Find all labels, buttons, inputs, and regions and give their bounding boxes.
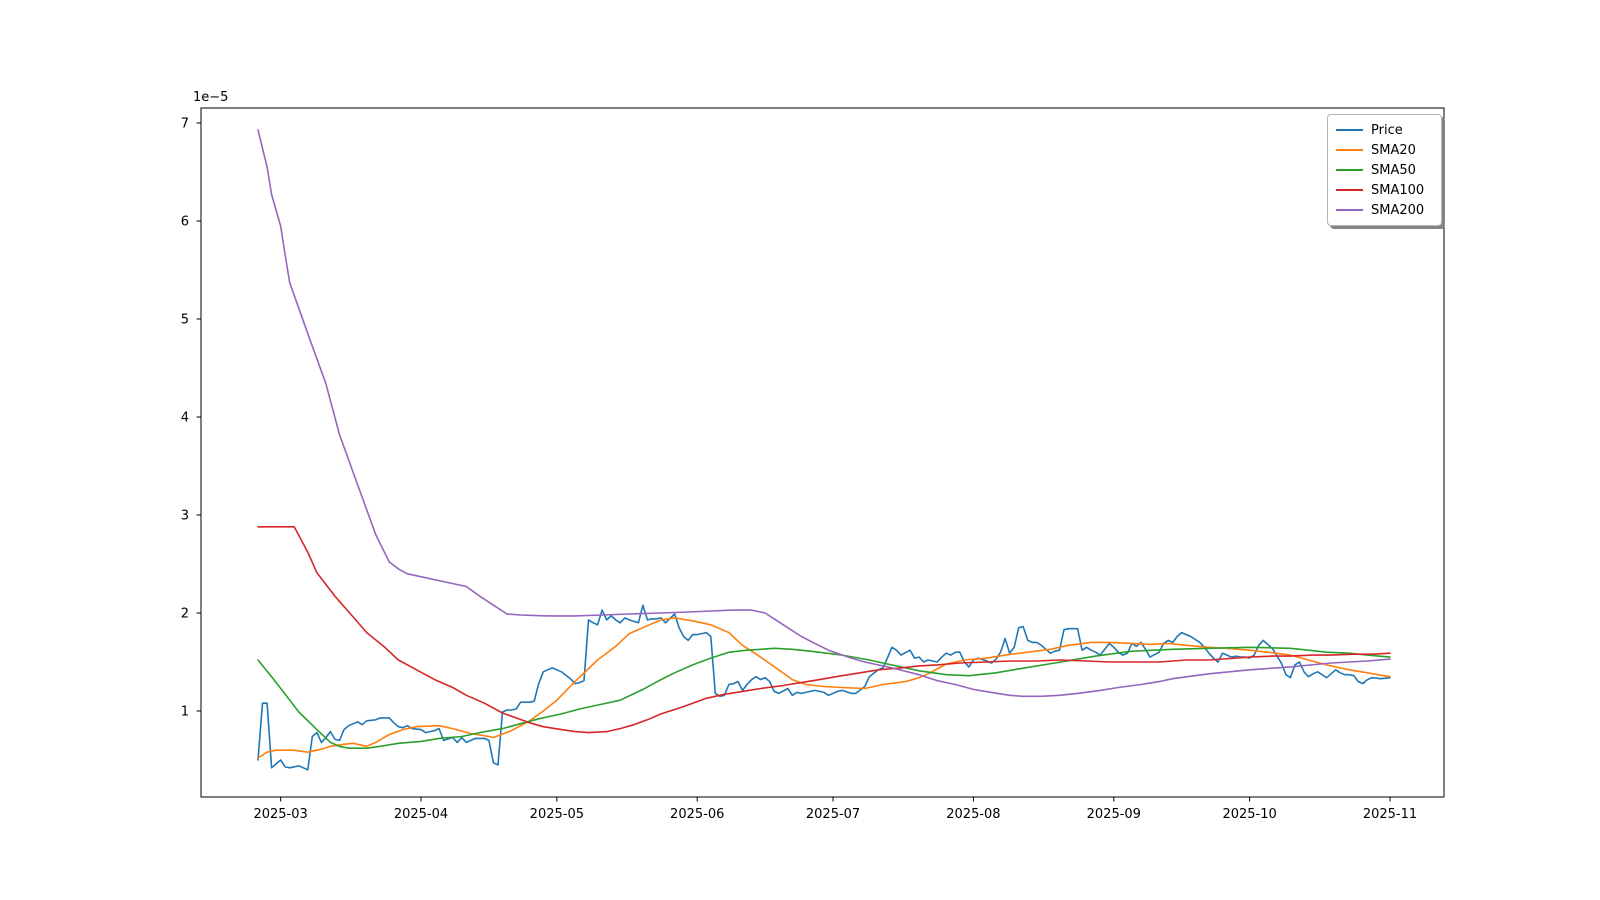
x-tick-label: 2025-05	[530, 807, 584, 822]
series-line-price	[257, 604, 1391, 771]
legend-label-sma200: SMA200	[1371, 202, 1425, 218]
legend-line-sample-price	[1336, 129, 1363, 131]
x-tick-label: 2025-04	[394, 807, 448, 822]
y-tick-label: 4	[181, 411, 189, 426]
y-axis-offset-label: 1e−5	[193, 90, 229, 105]
legend-label-sma50: SMA50	[1371, 162, 1416, 178]
legend-item-price: Price	[1336, 120, 1432, 140]
series-line-sma50	[257, 646, 1391, 750]
legend-item-sma200: SMA200	[1336, 200, 1432, 220]
legend: Price SMA20 SMA50 SMA100 SMA200	[1327, 114, 1442, 226]
x-tick-label: 2025-10	[1222, 807, 1276, 822]
y-tick-label: 6	[181, 215, 189, 230]
x-tick-label: 2025-06	[670, 807, 724, 822]
x-tick-label: 2025-03	[253, 807, 307, 822]
legend-item-sma50: SMA50	[1336, 160, 1432, 180]
legend-item-sma100: SMA100	[1336, 180, 1432, 200]
series-line-sma200	[257, 129, 1391, 698]
series-line-sma20	[257, 617, 1391, 759]
x-tick-label: 2025-11	[1363, 807, 1417, 822]
legend-label-price: Price	[1371, 122, 1403, 138]
legend-item-sma20: SMA20	[1336, 140, 1432, 160]
legend-label-sma100: SMA100	[1371, 182, 1425, 198]
x-tick-label: 2025-07	[806, 807, 860, 822]
y-tick-label: 3	[181, 509, 189, 524]
legend-line-sample-sma20	[1336, 149, 1363, 151]
y-tick-label: 2	[181, 607, 189, 622]
axes-frame	[200, 107, 1445, 798]
legend-label-sma20: SMA20	[1371, 142, 1416, 158]
legend-line-sample-sma100	[1336, 189, 1363, 191]
y-tick-label: 7	[181, 117, 189, 132]
series-line-sma100	[257, 525, 1391, 734]
y-tick-label: 1	[181, 705, 189, 720]
x-tick-label: 2025-09	[1087, 807, 1141, 822]
x-tick-label: 2025-08	[946, 807, 1000, 822]
legend-line-sample-sma50	[1336, 169, 1363, 171]
legend-line-sample-sma200	[1336, 209, 1363, 211]
y-tick-label: 5	[181, 313, 189, 328]
